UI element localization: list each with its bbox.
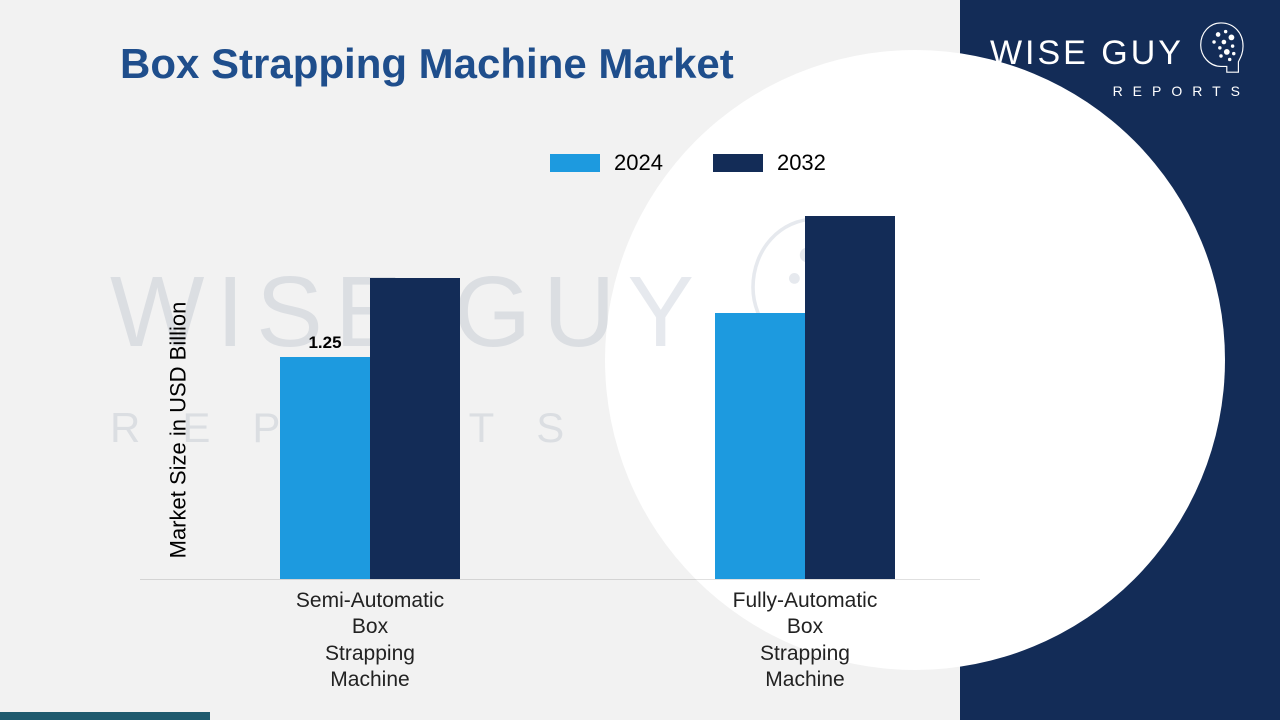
logo-text-line2: REPORTS [990,83,1250,99]
legend-label-2024: 2024 [614,150,663,176]
legend-item-2024: 2024 [550,150,663,176]
legend-swatch-2024 [550,154,600,172]
chart-legend: 2024 2032 [550,150,826,176]
legend-item-2032: 2032 [713,150,826,176]
bar [715,313,805,579]
category-label: Semi-AutomaticBoxStrappingMachine [270,588,470,693]
logo-head-icon [1192,20,1250,87]
bar-value-label: 1.25 [280,333,370,353]
bar-group: 1.25 [280,278,460,579]
brand-logo: WISE GUY REPORTS [990,20,1250,99]
bar [805,216,895,579]
chart-title: Box Strapping Machine Market [120,40,734,88]
chart-container: Market Size in USD Billion 2024 2032 1.2… [60,150,980,710]
bar [370,278,460,579]
category-label: Fully-AutomaticBoxStrappingMachine [705,588,905,693]
logo-text-line1: WISE GUY [990,34,1184,73]
bottom-accent-bar [0,712,210,720]
bar: 1.25 [280,357,370,579]
plot-area: 1.25 [140,190,980,580]
legend-label-2032: 2032 [777,150,826,176]
bar-group [715,216,895,579]
legend-swatch-2032 [713,154,763,172]
